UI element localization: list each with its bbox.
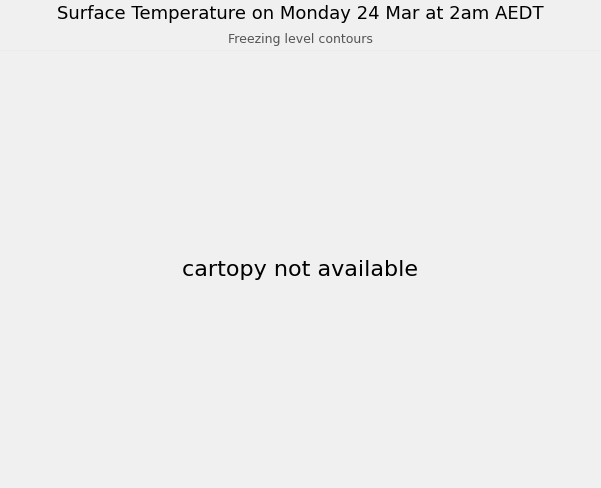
Text: cartopy not available: cartopy not available bbox=[183, 260, 418, 280]
Text: Surface Temperature on Monday 24 Mar at 2am AEDT: Surface Temperature on Monday 24 Mar at … bbox=[57, 5, 544, 23]
Text: Freezing level contours: Freezing level contours bbox=[228, 34, 373, 46]
